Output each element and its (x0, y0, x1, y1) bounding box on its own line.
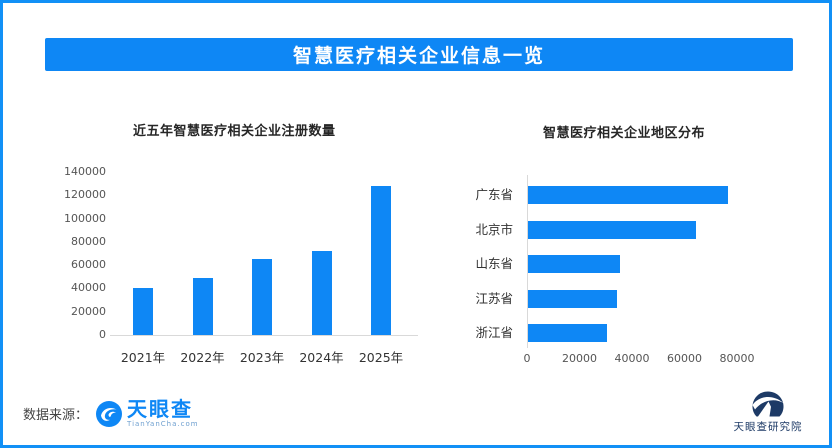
x-axis-category-label: 2024年 (299, 350, 344, 365)
research-institute-icon (752, 391, 784, 417)
chart-bar (528, 324, 607, 342)
chart-bar (192, 277, 213, 335)
x-axis-tick-label: 40000 (614, 352, 650, 365)
tianyancha-wordmark: 天眼查 TianYanCha.com (127, 399, 199, 428)
page-title: 智慧医疗相关企业信息一览 (45, 38, 793, 71)
chart-bar (311, 251, 332, 335)
y-axis-category-label: 浙江省 (475, 325, 513, 340)
x-axis-tick-label: 20000 (562, 352, 597, 365)
chart-bar (528, 186, 728, 204)
x-axis-tick-label: 80000 (719, 352, 755, 365)
x-axis-category-label: 2025年 (358, 350, 404, 365)
x-axis-category-label: 2021年 (120, 350, 166, 365)
tianyancha-domain: TianYanCha.com (127, 420, 199, 428)
registrations-chart-title: 近五年智慧医疗相关企业注册数量 (133, 124, 336, 139)
tianyancha-eye-icon (96, 400, 123, 427)
x-axis-category-label: 2023年 (239, 350, 285, 365)
research-institute-name: 天眼查研究院 (733, 421, 803, 433)
y-axis-tick-label: 100000 (64, 211, 106, 225)
x-axis-tick-label: 60000 (667, 352, 702, 365)
y-axis-tick-label: 80000 (71, 234, 106, 248)
y-axis-tick-label: 0 (99, 328, 106, 341)
regions-chart-title: 智慧医疗相关企业地区分布 (543, 126, 706, 141)
chart-bar (528, 220, 696, 239)
research-institute-logo: 天眼查研究院 (716, 391, 820, 434)
registrations-chart: 近五年智慧医疗相关企业注册数量 0 20000 40000 60000 80000 100… (53, 113, 453, 403)
regions-chart: 智慧医疗相关企业地区分布 广东省北京市山东省江苏省浙江省 0 20000 40000 6… (458, 113, 818, 403)
x-axis-category-label: 2022年 (180, 350, 225, 365)
chart-bar (133, 288, 153, 335)
data-source: 数据来源： 天眼查 TianYanCha.com (23, 399, 199, 428)
y-axis-tick-label: 20000 (71, 304, 106, 318)
y-axis-tick-label: 40000 (71, 281, 106, 295)
tianyancha-logo: 天眼查 TianYanCha.com (95, 399, 199, 428)
tianyancha-name: 天眼查 (127, 397, 194, 421)
y-axis-tick-label: 60000 (71, 258, 106, 272)
chart-bar (252, 259, 272, 335)
y-axis-tick-label: 120000 (64, 188, 106, 202)
x-axis-tick-label: 0 (523, 352, 531, 365)
chart-bar (528, 255, 620, 273)
registrations-plot: 0 20000 40000 60000 80000 100000 120000 140000 2… (53, 113, 453, 403)
y-axis-category-label: 江苏省 (475, 290, 513, 306)
y-axis-line (527, 175, 528, 348)
y-axis-category-label: 北京市 (475, 221, 513, 237)
chart-bar (371, 185, 391, 335)
regions-plot: 广东省北京市山东省江苏省浙江省 0 20000 40000 60000 80000 (458, 113, 818, 403)
y-axis-category-label: 广东省 (475, 187, 513, 202)
data-source-label: 数据来源： (23, 408, 89, 423)
y-axis-category-label: 山东省 (475, 256, 513, 271)
chart-bar (528, 289, 618, 308)
y-axis-tick-label: 140000 (64, 165, 106, 178)
x-axis-line (110, 335, 418, 336)
